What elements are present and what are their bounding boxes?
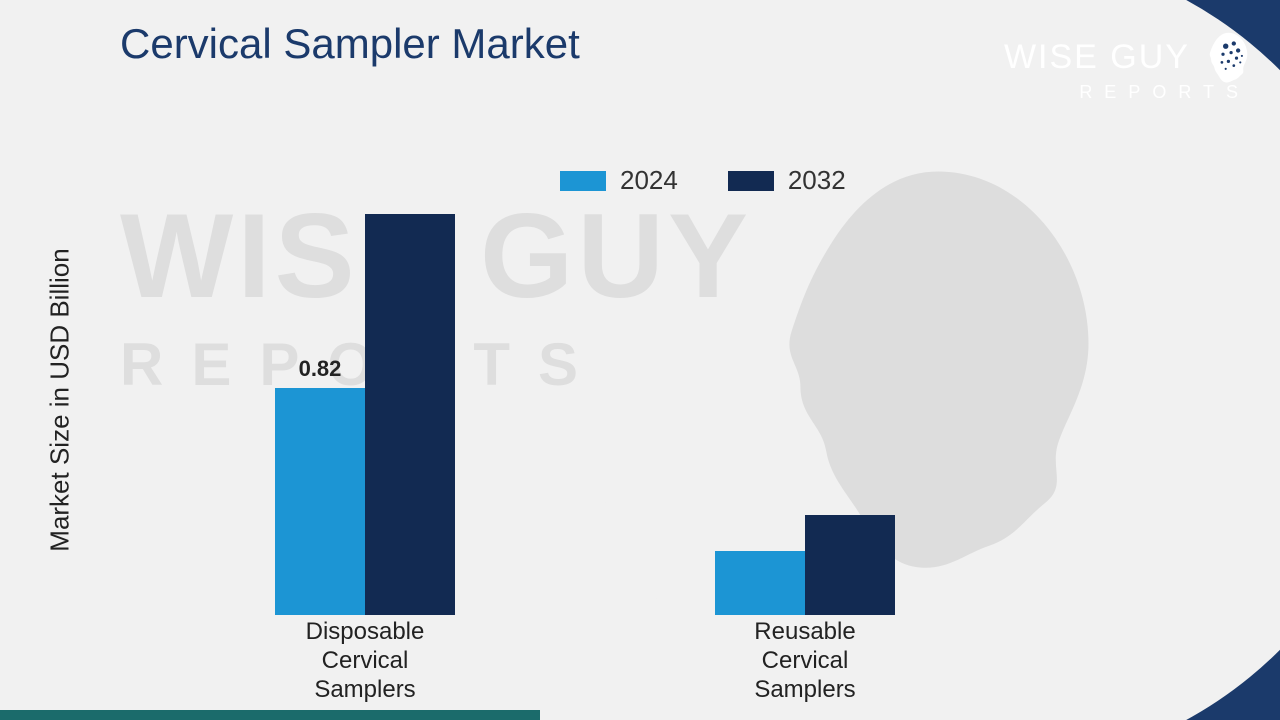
x-axis-label: DisposableCervicalSamplers: [265, 618, 465, 704]
y-axis-label: Market Size in USD Billion: [45, 248, 76, 551]
logo-head-icon: [1196, 30, 1250, 84]
chart-title: Cervical Sampler Market: [120, 20, 580, 68]
bar: [275, 388, 365, 615]
legend-label-2032: 2032: [788, 165, 846, 196]
legend-swatch-2032: [728, 171, 774, 191]
legend-label-2024: 2024: [620, 165, 678, 196]
bar-group: [275, 200, 455, 615]
bar: [365, 214, 455, 615]
logo-line2: REPORTS: [1004, 82, 1250, 103]
x-axis-label: ReusableCervicalSamplers: [705, 618, 905, 704]
value-label: 0.82: [299, 356, 342, 382]
bar: [805, 515, 895, 615]
bar-group: [715, 200, 895, 615]
legend-swatch-2024: [560, 171, 606, 191]
bar: [715, 551, 805, 615]
brand-logo: WISE GUY REPORTS: [1004, 30, 1250, 103]
legend: 2024 2032: [560, 165, 846, 196]
page-root: WISE GUY REPORTS WISE GUY REP: [0, 0, 1280, 720]
chart-area: 0.82: [100, 200, 1000, 615]
logo-line1: WISE GUY: [1004, 38, 1190, 77]
legend-item-2032: 2032: [728, 165, 846, 196]
plot-area: 0.82: [100, 200, 1000, 615]
bottom-accent-bar: [0, 710, 540, 720]
legend-item-2024: 2024: [560, 165, 678, 196]
